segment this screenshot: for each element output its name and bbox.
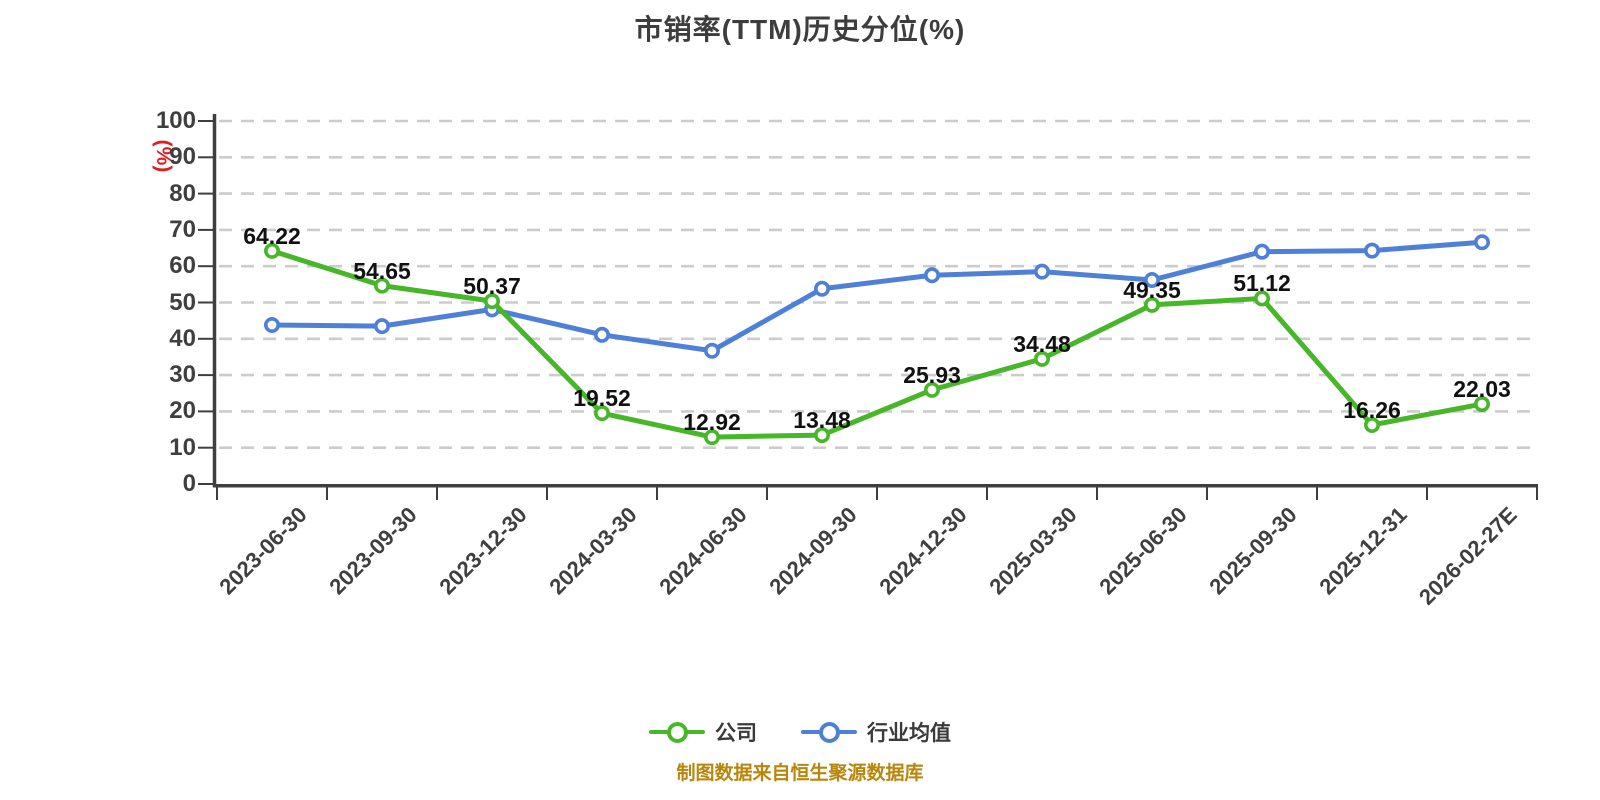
data-point-company — [813, 427, 830, 444]
legend-item-industry-average[interactable]: 行业均值 — [801, 717, 951, 747]
y-axis-tick-label: 20 — [169, 397, 196, 425]
y-axis-tick-label: 100 — [155, 107, 196, 134]
data-point-value-label: 16.26 — [1343, 396, 1401, 423]
data-point-industry-average — [263, 317, 280, 334]
data-point-industry-average — [593, 326, 610, 343]
industry-series-marker-icon — [801, 721, 857, 743]
data-point-industry-average — [1474, 234, 1491, 251]
data-point-company — [263, 242, 280, 259]
legend-label-company: 公司 — [715, 722, 757, 745]
data-point-value-label: 64.22 — [243, 222, 301, 249]
data-point-value-label: 19.52 — [573, 385, 631, 412]
legend: 公司 行业均值 — [0, 712, 1600, 752]
data-point-value-label: 22.03 — [1453, 376, 1511, 403]
data-point-value-label: 13.48 — [793, 407, 851, 434]
y-axis-tick-label: 40 — [169, 324, 196, 352]
data-point-industry-average — [1144, 271, 1161, 288]
data-point-value-label: 49.35 — [1123, 276, 1181, 303]
data-point-value-label: 50.37 — [463, 273, 521, 300]
data-point-company — [483, 293, 500, 310]
data-point-industry-average — [813, 280, 830, 297]
data-point-company — [1254, 290, 1271, 307]
y-axis-tick-label: 0 — [182, 470, 196, 497]
series-line-company — [269, 248, 1485, 440]
legend-label-industry-average: 行业均值 — [867, 722, 951, 745]
y-axis-tick-label: 80 — [169, 179, 196, 207]
y-axis-tick-label: 70 — [169, 215, 196, 243]
data-point-value-label: 34.48 — [1013, 330, 1071, 357]
data-point-industry-average — [373, 318, 390, 335]
data-point-company — [703, 429, 720, 446]
data-point-value-label: 51.12 — [1233, 270, 1291, 297]
y-axis-tick-label: 90 — [169, 143, 196, 171]
chart-title: 市销率(TTM)历史分位(%) — [634, 14, 966, 45]
data-point-industry-average — [923, 267, 940, 284]
data-point-industry-average — [703, 342, 720, 359]
data-point-value-label: 54.65 — [353, 257, 411, 284]
data-point-value-label: 25.93 — [903, 361, 961, 388]
data-point-value-label: 12.92 — [683, 409, 741, 436]
y-axis-tick-label: 60 — [169, 252, 196, 280]
data-point-company — [1034, 350, 1051, 367]
data-source-note: 制图数据来自恒生聚源数据库 — [676, 763, 924, 784]
data-point-company — [373, 277, 390, 294]
data-point-company — [593, 405, 610, 422]
legend-dot-icon — [818, 721, 840, 743]
data-point-company — [1474, 396, 1491, 413]
data-point-industry-average — [1364, 242, 1381, 259]
y-axis-tick-label: 10 — [169, 433, 196, 461]
y-axis-tick-label: 50 — [169, 288, 196, 316]
legend-item-company[interactable]: 公司 — [649, 717, 757, 747]
data-point-industry-average — [1254, 243, 1271, 260]
data-point-company — [1144, 296, 1161, 313]
data-point-company — [1364, 416, 1381, 433]
series-line-industry-average — [269, 239, 1485, 354]
data-point-industry-average — [1034, 263, 1051, 280]
y-axis-tick-label: 30 — [169, 361, 196, 389]
data-point-company — [923, 381, 940, 398]
company-series-marker-icon — [649, 721, 705, 743]
legend-dot-icon — [666, 721, 688, 743]
